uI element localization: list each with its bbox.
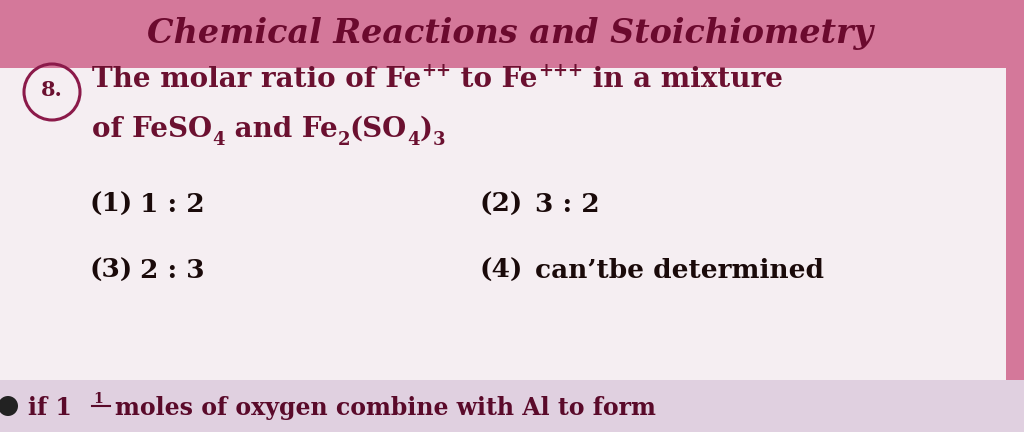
Text: 4: 4 [408,131,420,149]
Text: 1: 1 [93,392,102,406]
Text: and Fe: and Fe [224,116,337,143]
Text: (1): (1) [90,191,133,216]
Text: ): ) [420,116,432,143]
Text: to Fe: to Fe [452,66,538,93]
Text: 3 : 2: 3 : 2 [535,191,600,216]
Text: +++: +++ [538,62,583,80]
Text: (3): (3) [90,257,133,283]
Text: The molar ratio of Fe: The molar ratio of Fe [92,66,421,93]
Text: moles of oxygen combine with Al to form: moles of oxygen combine with Al to form [115,396,656,420]
Text: 2 : 3: 2 : 3 [140,257,205,283]
Text: if 1: if 1 [28,396,72,420]
Bar [0,0,1024,68]
Text: Chemical Reactions and Stoichiometry: Chemical Reactions and Stoichiometry [147,18,873,51]
Text: 8.: 8. [41,80,62,100]
Text: (4): (4) [480,257,523,283]
Text: 4: 4 [212,131,224,149]
Bar [0,380,1024,432]
Text: 3: 3 [432,131,445,149]
Text: of FeSO: of FeSO [92,116,212,143]
Text: (SO: (SO [350,116,408,143]
Text: (2): (2) [480,191,523,216]
Text: can’tbe determined: can’tbe determined [535,257,824,283]
Text: in a mixture: in a mixture [583,66,782,93]
Text: 2: 2 [337,131,350,149]
Bar [1006,68,1024,432]
Circle shape [0,396,18,416]
Text: ++: ++ [421,62,452,80]
Text: 1 : 2: 1 : 2 [140,191,205,216]
